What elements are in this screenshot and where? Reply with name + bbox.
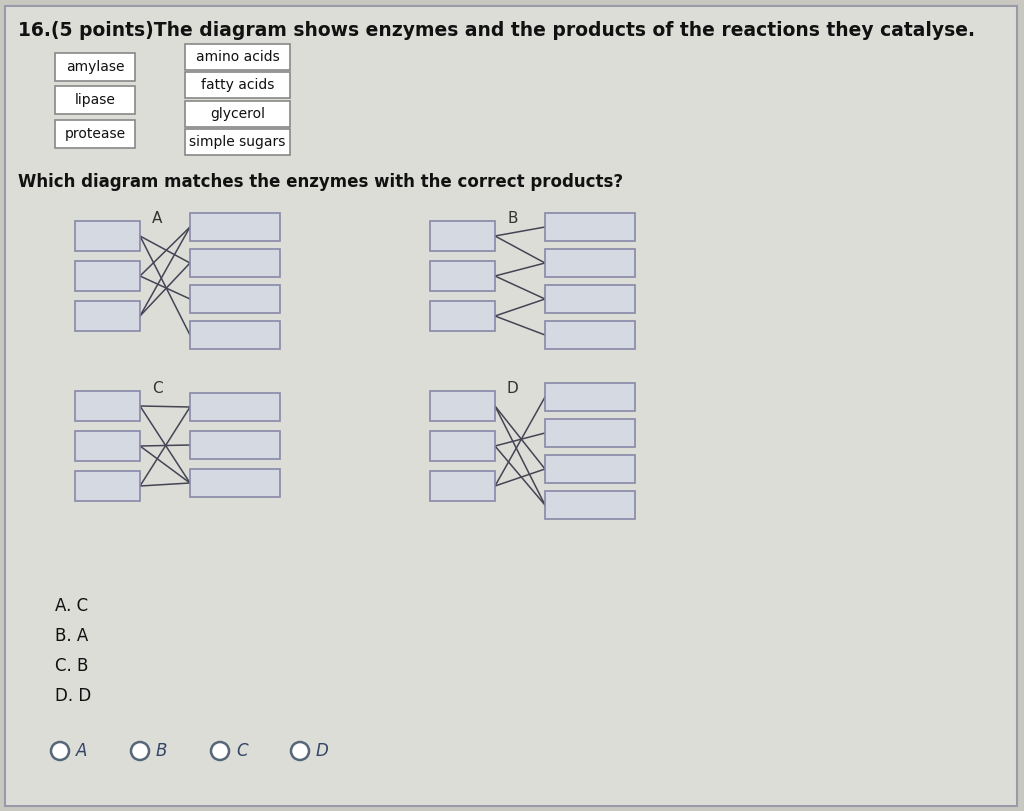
- Bar: [190, 469, 280, 497]
- Bar: [185, 44, 290, 70]
- Circle shape: [131, 742, 150, 760]
- Bar: [545, 491, 635, 519]
- Bar: [75, 391, 140, 421]
- Bar: [75, 301, 140, 331]
- Text: amino acids: amino acids: [196, 50, 280, 64]
- Bar: [185, 101, 290, 127]
- Text: B: B: [156, 742, 167, 760]
- Bar: [185, 129, 290, 155]
- Bar: [55, 53, 135, 81]
- Text: Which diagram matches the enzymes with the correct products?: Which diagram matches the enzymes with t…: [18, 173, 624, 191]
- Bar: [190, 249, 280, 277]
- Text: protease: protease: [65, 127, 126, 141]
- Bar: [545, 455, 635, 483]
- Text: A. C: A. C: [55, 597, 88, 615]
- Text: C. B: C. B: [55, 657, 88, 675]
- Bar: [430, 221, 495, 251]
- Bar: [430, 391, 495, 421]
- Bar: [430, 431, 495, 461]
- Text: C: C: [153, 381, 163, 396]
- Bar: [190, 431, 280, 459]
- Text: glycerol: glycerol: [210, 107, 265, 121]
- Bar: [430, 261, 495, 291]
- Bar: [545, 419, 635, 447]
- Bar: [545, 321, 635, 349]
- Bar: [190, 393, 280, 421]
- Bar: [190, 213, 280, 241]
- Bar: [55, 86, 135, 114]
- Bar: [75, 431, 140, 461]
- Bar: [545, 213, 635, 241]
- Circle shape: [211, 742, 229, 760]
- Text: 16.(5 points)The diagram shows enzymes and the products of the reactions they ca: 16.(5 points)The diagram shows enzymes a…: [18, 21, 975, 40]
- Text: A: A: [76, 742, 87, 760]
- Bar: [430, 301, 495, 331]
- Bar: [55, 120, 135, 148]
- Bar: [545, 285, 635, 313]
- Text: B: B: [507, 211, 518, 226]
- Text: lipase: lipase: [75, 93, 116, 107]
- Text: D. D: D. D: [55, 687, 91, 705]
- Circle shape: [51, 742, 69, 760]
- Bar: [75, 221, 140, 251]
- Text: fatty acids: fatty acids: [201, 78, 274, 92]
- Text: A: A: [153, 211, 163, 226]
- Bar: [190, 285, 280, 313]
- Text: simple sugars: simple sugars: [189, 135, 286, 149]
- Bar: [430, 471, 495, 501]
- Bar: [190, 321, 280, 349]
- Bar: [545, 249, 635, 277]
- Bar: [185, 72, 290, 98]
- Text: D: D: [316, 742, 329, 760]
- Bar: [545, 383, 635, 411]
- Circle shape: [291, 742, 309, 760]
- Text: D: D: [507, 381, 518, 396]
- Text: C: C: [236, 742, 248, 760]
- Text: amylase: amylase: [66, 60, 124, 74]
- Bar: [75, 471, 140, 501]
- Bar: [75, 261, 140, 291]
- Text: B. A: B. A: [55, 627, 88, 645]
